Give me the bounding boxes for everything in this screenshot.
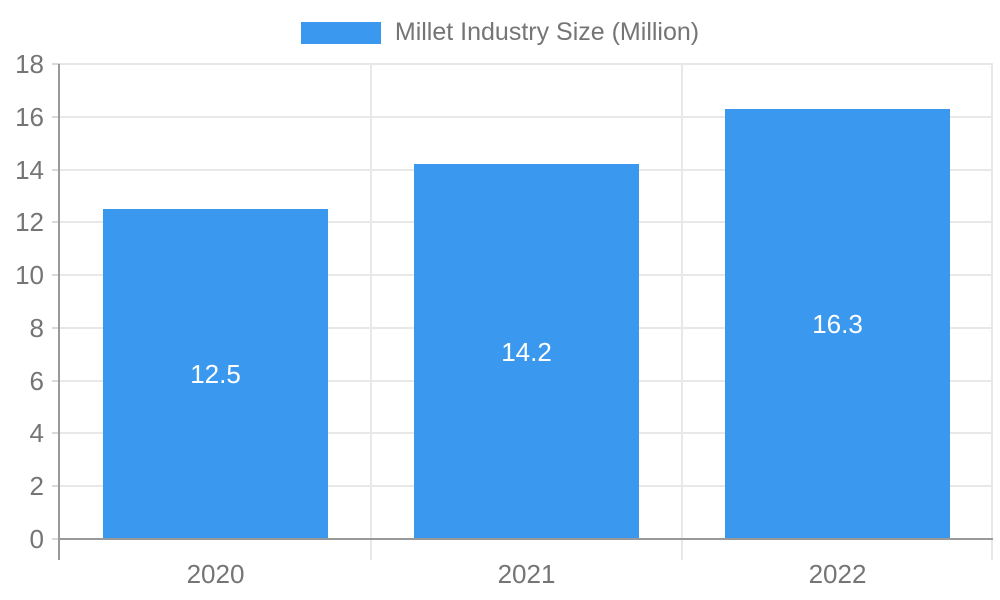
bar-value-label: 16.3 <box>812 309 863 339</box>
y-tick-mark <box>52 168 60 171</box>
legend: Millet Industry Size (Million) <box>0 18 1000 47</box>
y-tick-mark <box>52 326 60 329</box>
y-tick-mark <box>52 538 60 540</box>
y-axis-line <box>58 64 60 560</box>
x-tick-label: 2022 <box>808 559 867 589</box>
y-tick-label: 18 <box>15 49 44 79</box>
y-tick-label: 14 <box>15 154 44 185</box>
y-tick-label: 8 <box>29 312 44 343</box>
legend-item[interactable]: Millet Industry Size (Million) <box>300 18 700 47</box>
bar[interactable] <box>414 164 639 539</box>
y-tick-mark <box>52 432 60 435</box>
y-tick-mark <box>52 221 60 224</box>
bar[interactable] <box>725 109 950 539</box>
x-axis-line <box>58 538 993 540</box>
plot-right-border <box>991 64 993 560</box>
y-tick-label: 2 <box>29 471 44 502</box>
gridline <box>370 64 372 560</box>
gridline <box>681 64 683 560</box>
y-tick-label: 6 <box>29 365 44 396</box>
y-tick-mark <box>52 274 60 277</box>
legend-label: Millet Industry Size (Million) <box>394 18 700 46</box>
legend-swatch-icon <box>300 21 381 44</box>
y-tick-label: 0 <box>29 524 44 554</box>
y-tick-mark <box>52 63 60 65</box>
x-tick-label: 2020 <box>186 559 245 589</box>
y-tick-mark <box>52 115 60 118</box>
y-tick-label: 4 <box>29 418 44 449</box>
y-tick-label: 16 <box>15 101 44 132</box>
gridline <box>60 115 993 118</box>
y-tick-mark <box>52 379 60 382</box>
bar[interactable] <box>103 209 328 539</box>
y-tick-label: 12 <box>15 207 44 238</box>
x-tick-label: 2021 <box>497 559 556 589</box>
y-tick-mark <box>52 485 60 488</box>
bar-value-label: 14.2 <box>501 336 552 367</box>
bar-value-label: 12.5 <box>190 359 241 389</box>
gridline <box>60 63 993 65</box>
y-tick-label: 10 <box>15 260 44 291</box>
